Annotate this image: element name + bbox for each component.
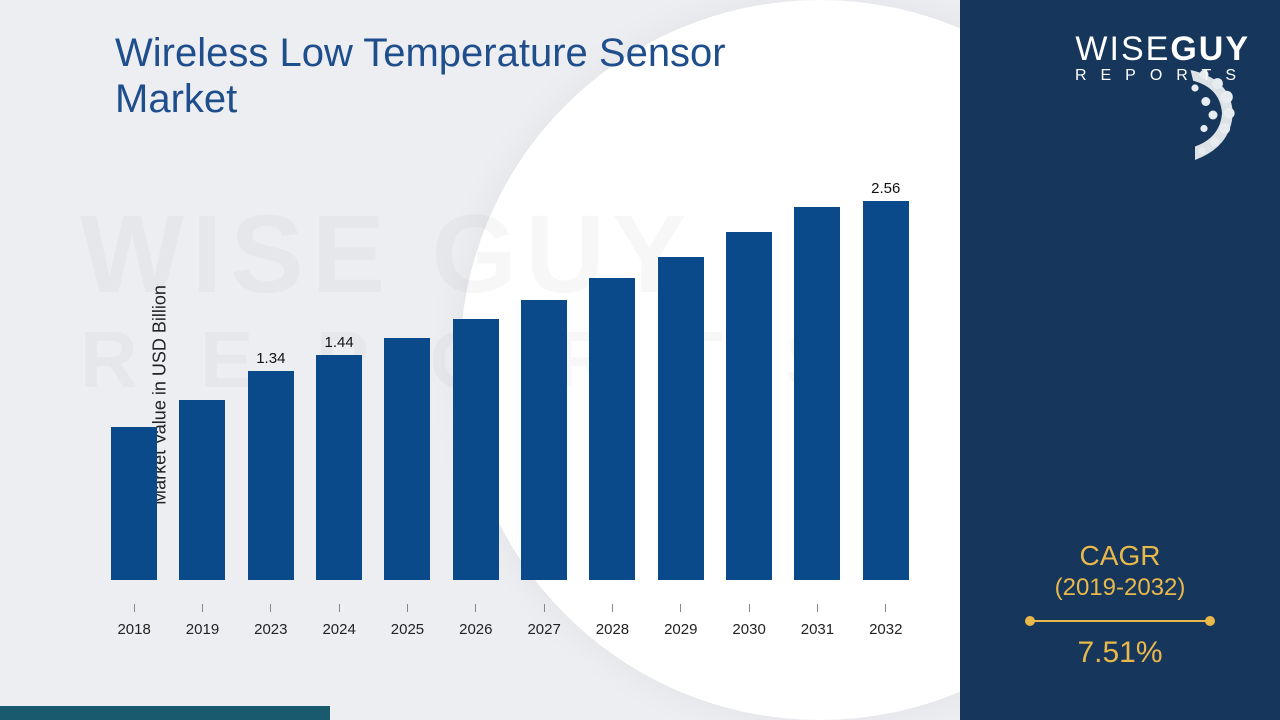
bar-slot xyxy=(168,180,236,580)
bar-slot: 1.34 xyxy=(237,180,305,580)
bar xyxy=(521,300,567,580)
x-tick-label: 2029 xyxy=(647,621,715,638)
x-tick-label: 2025 xyxy=(373,621,441,638)
x-tick-label: 2027 xyxy=(510,621,578,638)
bar xyxy=(726,232,772,580)
x-tick-marks xyxy=(100,604,920,612)
logo-head-icon xyxy=(1150,60,1240,170)
bar xyxy=(179,400,225,580)
bar-slot xyxy=(578,180,646,580)
x-tick-label: 2032 xyxy=(852,621,920,638)
x-axis-labels: 2018201920232024202520262027202820292030… xyxy=(100,621,920,638)
chart-title: Wireless Low Temperature Sensor Market xyxy=(115,30,815,122)
tick-mark xyxy=(510,604,578,612)
logo-main: WISEGUY xyxy=(1069,30,1250,69)
tick-mark xyxy=(168,604,236,612)
bar-slot xyxy=(442,180,510,580)
bar xyxy=(248,371,294,580)
bar-slot: 2.56 xyxy=(852,180,920,580)
x-tick-label: 2019 xyxy=(168,621,236,638)
cagr-title: CAGR xyxy=(1000,540,1240,572)
bar-value-label: 1.44 xyxy=(325,334,354,351)
tick-mark xyxy=(305,604,373,612)
bar-slot xyxy=(715,180,783,580)
tick-mark xyxy=(852,604,920,612)
x-tick-label: 2018 xyxy=(100,621,168,638)
bar xyxy=(794,207,840,580)
bar-slot xyxy=(100,180,168,580)
bar-value-label: 2.56 xyxy=(871,180,900,197)
bar xyxy=(316,355,362,580)
tick-mark xyxy=(647,604,715,612)
tick-mark xyxy=(100,604,168,612)
bar-value-label: 1.34 xyxy=(256,350,285,367)
plot-region: 1.34 1.44 2.56 xyxy=(100,180,920,580)
tick-mark xyxy=(783,604,851,612)
tick-mark xyxy=(373,604,441,612)
bar-slot xyxy=(783,180,851,580)
bar-slot xyxy=(373,180,441,580)
cagr-value: 7.51% xyxy=(1000,636,1240,670)
chart-area: Market Value in USD Billion 1.341.442.56… xyxy=(60,180,920,610)
bar xyxy=(658,257,704,580)
bar xyxy=(589,278,635,580)
bar-slot xyxy=(510,180,578,580)
bar-slot: 1.44 xyxy=(305,180,373,580)
x-tick-label: 2031 xyxy=(783,621,851,638)
bar xyxy=(384,338,430,580)
bar xyxy=(453,319,499,580)
tick-mark xyxy=(442,604,510,612)
x-tick-label: 2030 xyxy=(715,621,783,638)
bar xyxy=(863,201,909,580)
brand-logo: WISEGUY REPORTS xyxy=(1069,30,1250,85)
x-tick-label: 2026 xyxy=(442,621,510,638)
x-tick-label: 2023 xyxy=(237,621,305,638)
x-tick-label: 2024 xyxy=(305,621,373,638)
bars-container: 1.34 1.44 2.56 xyxy=(100,180,920,580)
x-tick-label: 2028 xyxy=(578,621,646,638)
tick-mark xyxy=(715,604,783,612)
bar-slot xyxy=(647,180,715,580)
bar xyxy=(111,427,157,580)
bottom-accent-bar xyxy=(0,706,330,720)
page: WISE GUY R E P O R T S WISEGUY REPORTS W… xyxy=(0,0,1280,720)
cagr-range: (2019-2032) xyxy=(1000,574,1240,602)
cagr-panel: CAGR (2019-2032) 7.51% xyxy=(1000,540,1240,670)
tick-mark xyxy=(237,604,305,612)
cagr-divider xyxy=(1030,620,1210,622)
tick-mark xyxy=(578,604,646,612)
